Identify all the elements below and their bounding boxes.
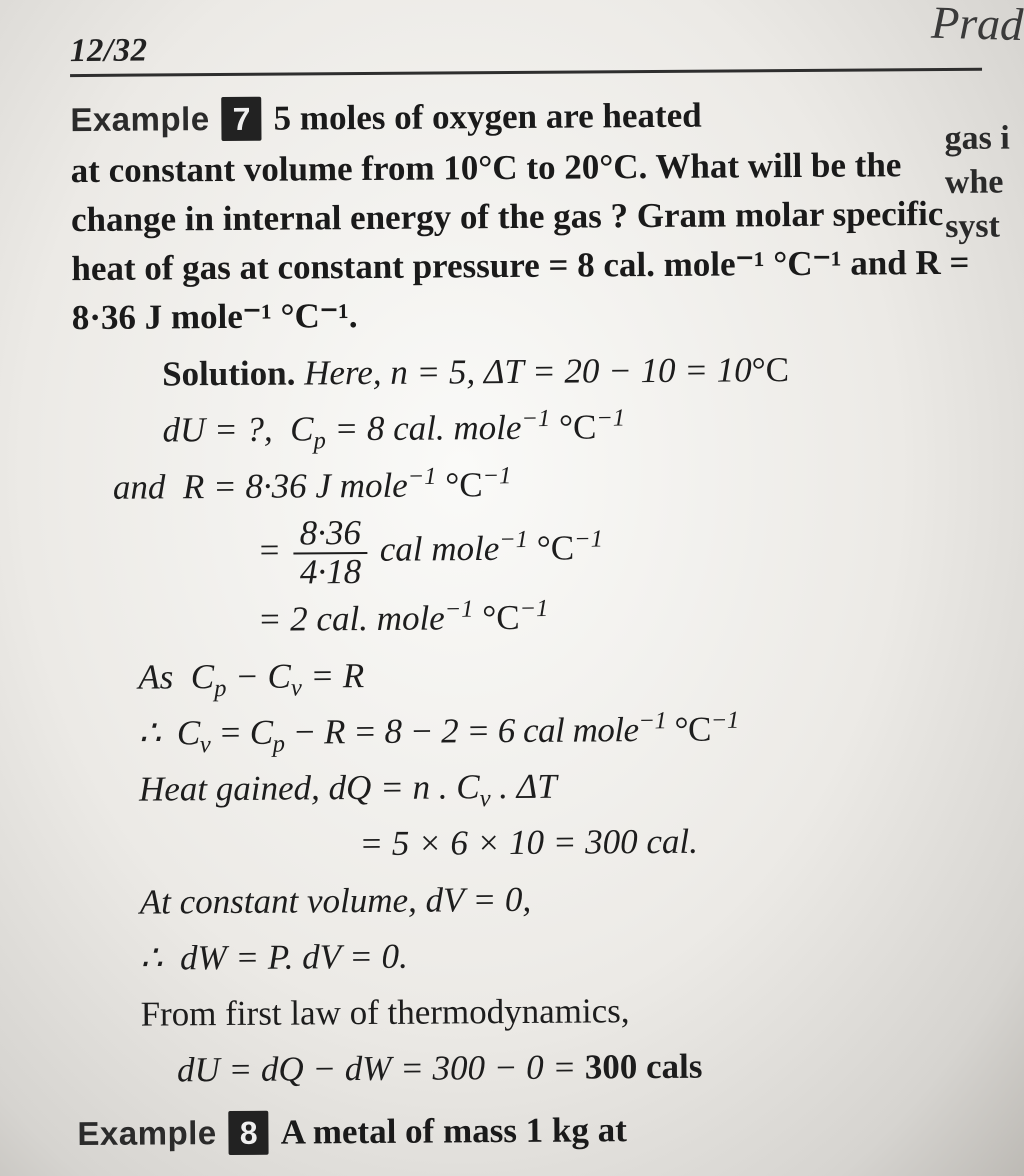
solution-r-convert: = 8·36 4·18 cal mole−1 °C−1 [73, 510, 986, 592]
solution-as-cp-cv: As Cp − Cv = R [74, 644, 986, 705]
solution-heat-value: = 5 × 6 × 10 = 300 cal. [75, 813, 987, 874]
solution-cv: ∴ Cv = Cp − R = 8 − 2 = 6 cal mole−1 °C−… [74, 700, 986, 761]
margin-word: gas i [944, 116, 1022, 161]
problem-first-line: A metal of mass 1 kg at [281, 1105, 627, 1156]
solution-label: Solution. [162, 354, 296, 394]
fraction-numerator: 8·36 [294, 515, 368, 552]
solution-first-law: From first law of thermodynamics, [76, 982, 988, 1043]
solution-r-cal: = 2 cal. mole−1 °C−1 [74, 588, 986, 649]
fraction-denominator: 4·18 [294, 552, 368, 591]
page-number: 12/32 [70, 27, 982, 70]
example-number-box: 7 [221, 97, 261, 141]
solution-dw: ∴ dW = P. dV = 0. [76, 925, 988, 986]
example-number-box: 8 [229, 1111, 269, 1155]
example-label: Example [77, 1110, 217, 1157]
solution-here: Here, n = 5, ΔT = 20 − 10 = 10°C [304, 350, 789, 392]
problem-continuation: at constant volume from 10°C to 20°C. Wh… [71, 140, 984, 342]
solution-heat-gained: Heat gained, dQ = n . Cv . ΔT [75, 757, 987, 818]
textbook-page: Prad gas i whe syst 12/32 Example 7 5 mo… [0, 0, 1024, 1176]
right-margin-cutoff-text: gas i whe syst [944, 116, 1023, 249]
solution-const-vol: At constant volume, dV = 0, [76, 869, 988, 930]
margin-word: syst [945, 205, 1023, 250]
solution-final: dU = dQ − dW = 300 − 0 = 300 cals [77, 1038, 989, 1099]
example-label: Example [70, 96, 210, 143]
problem-first-line: 5 moles of oxygen are heated [273, 91, 701, 143]
example-7-solution: Solution. Here, n = 5, ΔT = 20 − 10 = 10… [72, 342, 989, 1099]
example-7-problem: Example 7 5 moles of oxygen are heated a… [70, 89, 984, 342]
solution-and-r: and R = 8·36 J mole−1 °C−1 [73, 454, 985, 515]
margin-word: whe [945, 161, 1023, 206]
fraction: 8·36 4·18 [294, 515, 368, 591]
example-8-problem: Example 8 A metal of mass 1 kg at [77, 1102, 989, 1157]
solution-du-cp: dU = ?, Cp = 8 cal. mole−1 °C−1 [72, 398, 984, 459]
